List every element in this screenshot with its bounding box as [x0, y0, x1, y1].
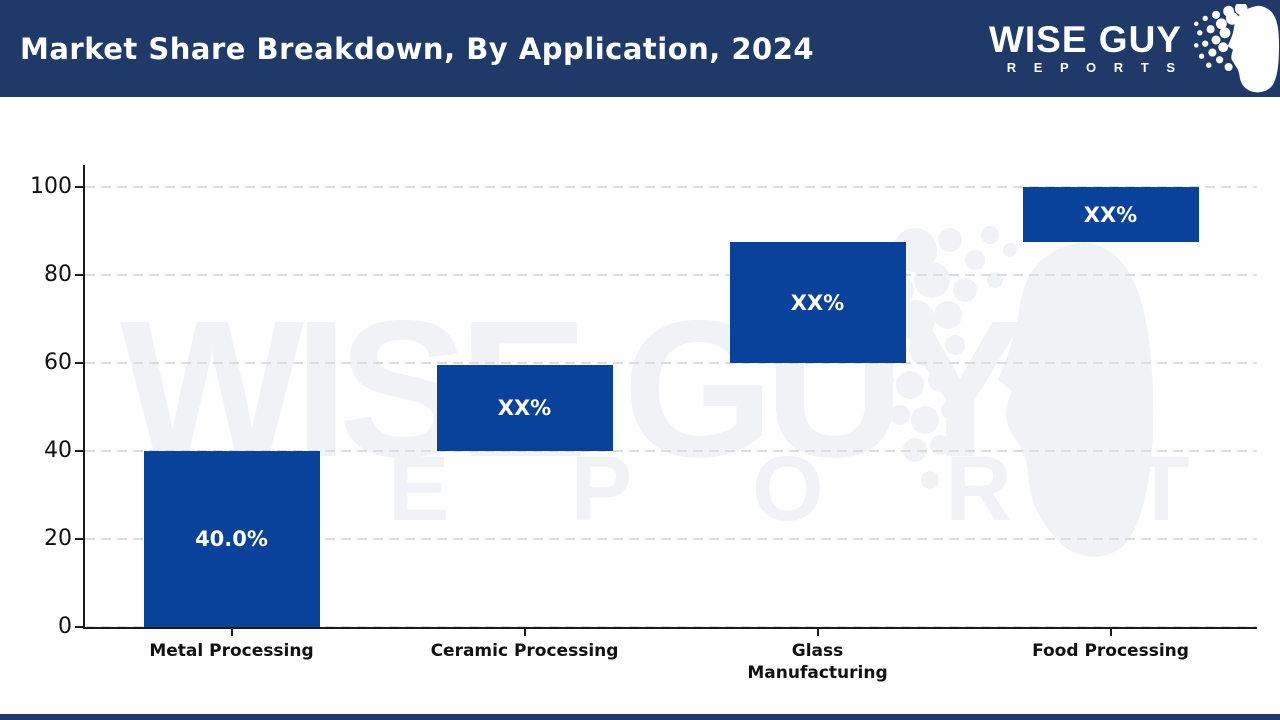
bar-value-label: XX%: [1083, 202, 1138, 227]
y-tick-label: 40: [44, 438, 72, 463]
bar: XX%: [1022, 187, 1199, 242]
grid-line: [85, 186, 1257, 188]
y-tick-mark: [75, 186, 83, 188]
bar-value-label: XX%: [497, 396, 552, 421]
grid-line: [85, 538, 1257, 540]
header-bar: Market Share Breakdown, By Application, …: [0, 0, 1280, 97]
bar-value-label: XX%: [790, 290, 845, 315]
logo-subtitle: R E P O R T S: [1006, 60, 1182, 75]
x-tick-label: Food Processing: [1032, 641, 1189, 661]
x-tick-label: Glass Manufacturing: [747, 641, 888, 683]
y-tick-mark: [75, 362, 83, 364]
y-tick-mark: [75, 450, 83, 452]
x-tick-mark: [1109, 629, 1112, 636]
plot-area: 40.0% XX% XX% XX%: [85, 165, 1257, 628]
bar-value-label: 40.0%: [195, 527, 268, 551]
x-tick-mark: [816, 629, 819, 636]
footer-bar: [0, 714, 1280, 720]
y-tick-mark: [75, 538, 83, 540]
y-axis-line: [83, 165, 85, 629]
y-tick-label: 80: [44, 262, 72, 287]
y-tick-label: 100: [30, 174, 72, 199]
x-tick-label: Metal Processing: [149, 641, 314, 661]
y-tick-label: 20: [44, 526, 72, 551]
y-tick-label: 60: [44, 350, 72, 375]
y-tick-label: 0: [58, 614, 72, 639]
grid-line: [85, 362, 1257, 364]
grid-line: [85, 274, 1257, 276]
x-tick-mark: [230, 629, 233, 636]
logo-wordmark: WISE GUY: [988, 19, 1182, 60]
x-axis-line: [83, 627, 1257, 629]
page-title: Market Share Breakdown, By Application, …: [20, 31, 815, 66]
x-tick-label: Ceramic Processing: [430, 641, 619, 661]
grid-line: [85, 450, 1257, 452]
bar: XX%: [729, 242, 906, 363]
bar: XX%: [436, 365, 613, 451]
logo-text: WISE GUY R E P O R T S: [988, 19, 1182, 75]
wise-guy-logo: WISE GUY R E P O R T S: [989, 0, 1280, 97]
chart-area: WISE GUY R E P O R T S 40.0%XX%XX%XX% 02…: [0, 97, 1280, 714]
logo-head-icon: [1193, 3, 1279, 92]
y-tick-mark: [75, 274, 83, 276]
x-tick-mark: [523, 629, 526, 636]
bar: 40.0%: [143, 451, 320, 627]
y-tick-mark: [75, 626, 83, 628]
